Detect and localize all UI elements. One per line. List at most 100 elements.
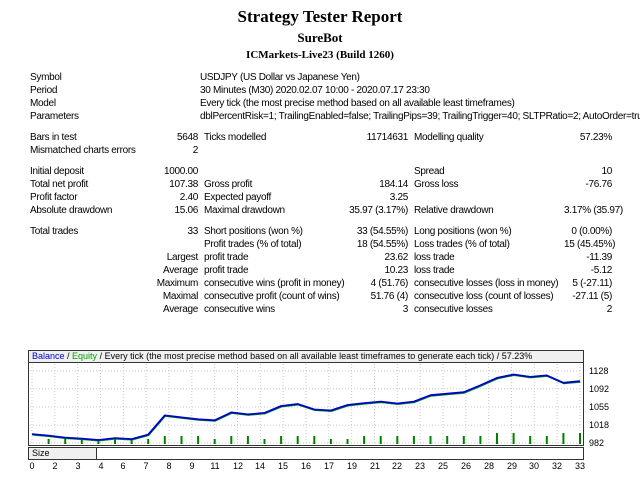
report-value: Largest [166, 252, 199, 263]
report-value: 5648 [176, 132, 198, 143]
report-label: consecutive losses [414, 304, 493, 315]
report-value: 5 (-27.11) [572, 278, 613, 289]
lot-size-bar [47, 439, 50, 444]
report-label [30, 290, 150, 303]
x-axis-label: 17 [323, 461, 335, 471]
report-label: loss trade [414, 252, 455, 263]
report-label: Spread [414, 166, 445, 177]
lot-size-bar [446, 436, 449, 444]
lot-size-bar [462, 436, 465, 444]
report-value: Average [163, 304, 198, 315]
report-value [348, 165, 408, 178]
report-value: 184.14 [379, 179, 408, 190]
lot-size-bar [263, 439, 266, 444]
balance-equity-graph: Balance / Equity / Every tick (the most … [28, 350, 640, 472]
report-value: -27.11 (5) [572, 291, 613, 302]
report-row: Average consecutive wins 3 consecutive loss… [30, 303, 612, 316]
lot-size-bar [429, 436, 432, 444]
report-label [198, 165, 348, 178]
report-label [30, 238, 150, 251]
report-value: 15 (45.45%) [564, 239, 616, 250]
x-axis-label: 0 [29, 461, 35, 471]
report-value: Maximum [156, 278, 199, 289]
report-row: Parameters dblPercentRisk=1; TrailingEnab… [30, 110, 640, 123]
report-value: -76.76 [585, 179, 613, 190]
lot-size-bar [64, 439, 67, 444]
report-label: Total trades [30, 226, 79, 237]
lot-size-bar [313, 436, 316, 444]
x-axis-label: 2 [52, 461, 58, 471]
x-axis-label: 29 [506, 461, 518, 471]
report-value: 33 (54.55%) [356, 226, 408, 237]
balance-equity-svg [30, 364, 582, 444]
report-label: consecutive profit (count of wins) [204, 291, 340, 302]
x-axis-label: 33 [574, 461, 586, 471]
report-value [150, 84, 198, 97]
report-value: 10 [601, 166, 613, 177]
report-label: Symbol [30, 72, 62, 83]
report-row: Total net profit 107.38 Gross profit 184.14… [30, 178, 612, 191]
chart-description: / Every tick (the most precise method ba… [97, 351, 533, 361]
expert-name: SureBot [297, 30, 343, 45]
x-axis-label: 26 [460, 461, 472, 471]
report-value [150, 238, 198, 251]
report-label [30, 264, 150, 277]
x-axis-label: 19 [346, 461, 358, 471]
lot-size-bar [346, 439, 349, 444]
report-spacer-row [30, 123, 612, 131]
x-axis-label: 22 [391, 461, 403, 471]
report-label [30, 251, 150, 264]
lot-size-bar [296, 436, 299, 444]
report-value: Maximal [162, 291, 198, 302]
report-value [150, 110, 198, 123]
lot-size-bar [579, 433, 581, 444]
report-label: profit trade [204, 252, 249, 263]
report-row: Profit factor 2.40 Expected payoff 3.25 [30, 191, 612, 204]
report-row: Maximum consecutive wins (profit in money… [30, 277, 613, 290]
report-label: Maximal drawdown [204, 205, 285, 216]
report-label: Long positions (won %) [414, 226, 512, 237]
report-value: 23.62 [384, 252, 408, 263]
report-value [564, 144, 612, 157]
report-table: Symbol USDJPY (US Dollar vs Japanese Yen)… [30, 71, 640, 316]
report-row: Total trades 33 Short positions (won %) 33 … [30, 225, 612, 238]
report-value: 2 [192, 145, 199, 156]
x-axis-label: 28 [483, 461, 495, 471]
lot-size-bar [213, 439, 216, 444]
report-label: Modelling quality [414, 132, 484, 143]
report-row: Symbol USDJPY (US Dollar vs Japanese Yen) [30, 71, 612, 84]
x-axis-label: 11 [210, 461, 220, 471]
lot-size-bar [412, 436, 415, 444]
report-value: -11.39 [586, 252, 613, 263]
report-row: Maximal consecutive profit (count of wins… [30, 290, 612, 303]
report-value: 0 (0.00%) [571, 226, 613, 237]
lot-size-bar [246, 436, 249, 444]
page-title: Strategy Tester Report [237, 7, 403, 26]
y-axis-labels: 1128 1092 1055 1018 982 [589, 350, 639, 448]
report-row: Initial deposit 1000.00 Spread 10 [30, 165, 612, 178]
report-value [150, 97, 198, 110]
report-label: Expected payoff [204, 192, 272, 203]
x-axis-label: 23 [414, 461, 426, 471]
report-label [30, 303, 150, 316]
report-row: Bars in test 5648 Ticks modelled 11714631 Mo… [30, 131, 612, 144]
report-value: 2.40 [179, 192, 199, 203]
report-value [564, 191, 612, 204]
size-panel: Size [28, 447, 584, 460]
x-axis-label: 9 [189, 461, 195, 471]
report-value: 10.23 [384, 265, 408, 276]
y-axis-label: 1055 [589, 402, 610, 412]
report-value: 35.97 (3.17%) [349, 205, 408, 216]
x-axis-label: 25 [437, 461, 449, 471]
lot-size-bar [379, 436, 382, 444]
x-axis-label: 12 [232, 461, 244, 471]
report-value: 33 [187, 226, 198, 237]
report-value: 2 [606, 304, 613, 315]
report-value: 11714631 [366, 132, 409, 143]
lot-size-bar [529, 436, 532, 444]
report-label: USDJPY (US Dollar vs Japanese Yen) [200, 72, 360, 83]
report-spacer-cell [30, 157, 612, 165]
x-axis-label: 8 [166, 461, 172, 471]
report-label: dblPercentRisk=1; TrailingEnabled=false;… [200, 111, 640, 122]
report-value: 15.06 [174, 205, 198, 216]
